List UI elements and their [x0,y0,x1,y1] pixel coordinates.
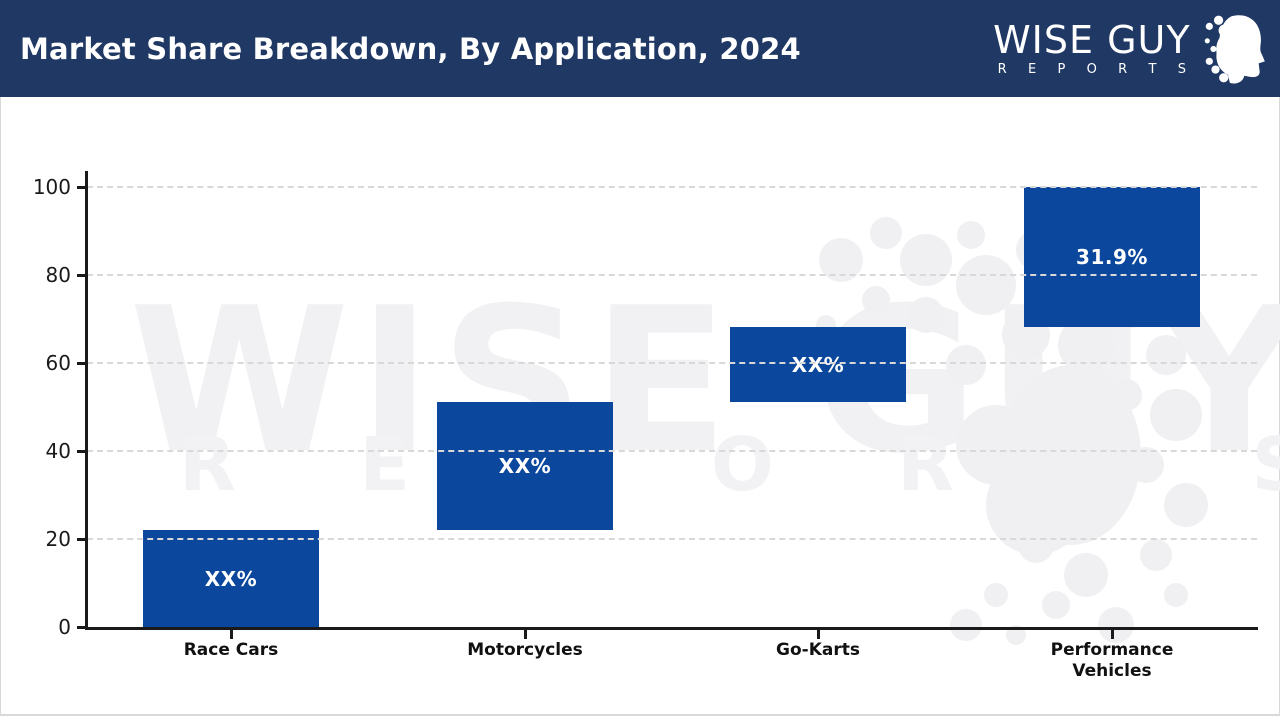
category-label-race-cars: Race Cars [183,640,279,660]
y-tick [77,626,86,629]
bar-value-label: XX% [204,566,258,591]
bar-go-karts: XX% [730,327,906,402]
category-label-performance-vehicles: Performance Vehicles [1050,640,1174,681]
x-tick [230,630,233,639]
y-tick [77,362,86,365]
y-tick-label: 80 [45,263,71,287]
chart-canvas: WISE GUY R E P O R T S XX% XX% X [0,97,1280,716]
logo-face-icon [1204,14,1265,84]
gridline-40 [87,450,1257,452]
y-tick [77,186,86,189]
x-tick [817,630,820,639]
gridline-80 [87,274,1257,276]
x-tick [524,630,527,639]
x-tick [1111,630,1114,639]
y-tick-label: 40 [45,439,71,463]
y-tick-label: 20 [45,527,71,551]
y-tick-label: 60 [45,351,71,375]
category-label-go-karts: Go-Karts [776,640,860,660]
logo-wordmark: WISE GUY R E P O R T S [988,21,1196,77]
bar-motorcycles: XX% [437,402,613,530]
y-tick [77,538,86,541]
y-axis-line [85,171,88,630]
y-tick [77,450,86,453]
header-bar: Market Share Breakdown, By Application, … [0,0,1280,97]
logo-wordmark-line1: WISE GUY [993,17,1191,62]
bar-value-label: 31.9% [1076,245,1148,269]
bar-value-label: XX% [791,352,845,377]
x-axis-line [85,627,1258,630]
y-tick-label: 100 [32,175,71,199]
category-label-motorcycles: Motorcycles [467,640,583,660]
y-tick-label: 0 [58,615,71,639]
y-tick [77,274,86,277]
page-title: Market Share Breakdown, By Application, … [20,31,801,66]
gridline-100 [87,186,1257,188]
watermark-head-icon [816,217,1208,645]
gridline-60 [87,362,1257,364]
wiseguy-logo: WISE GUY R E P O R T S [988,12,1266,86]
bar-value-label: XX% [498,454,552,478]
logo-wordmark-line2: R E P O R T S [997,61,1196,77]
bar-performance-vehicles: 31.9% [1024,187,1200,327]
bar-race-cars: XX% [143,530,319,627]
gridline-20 [87,538,1257,540]
